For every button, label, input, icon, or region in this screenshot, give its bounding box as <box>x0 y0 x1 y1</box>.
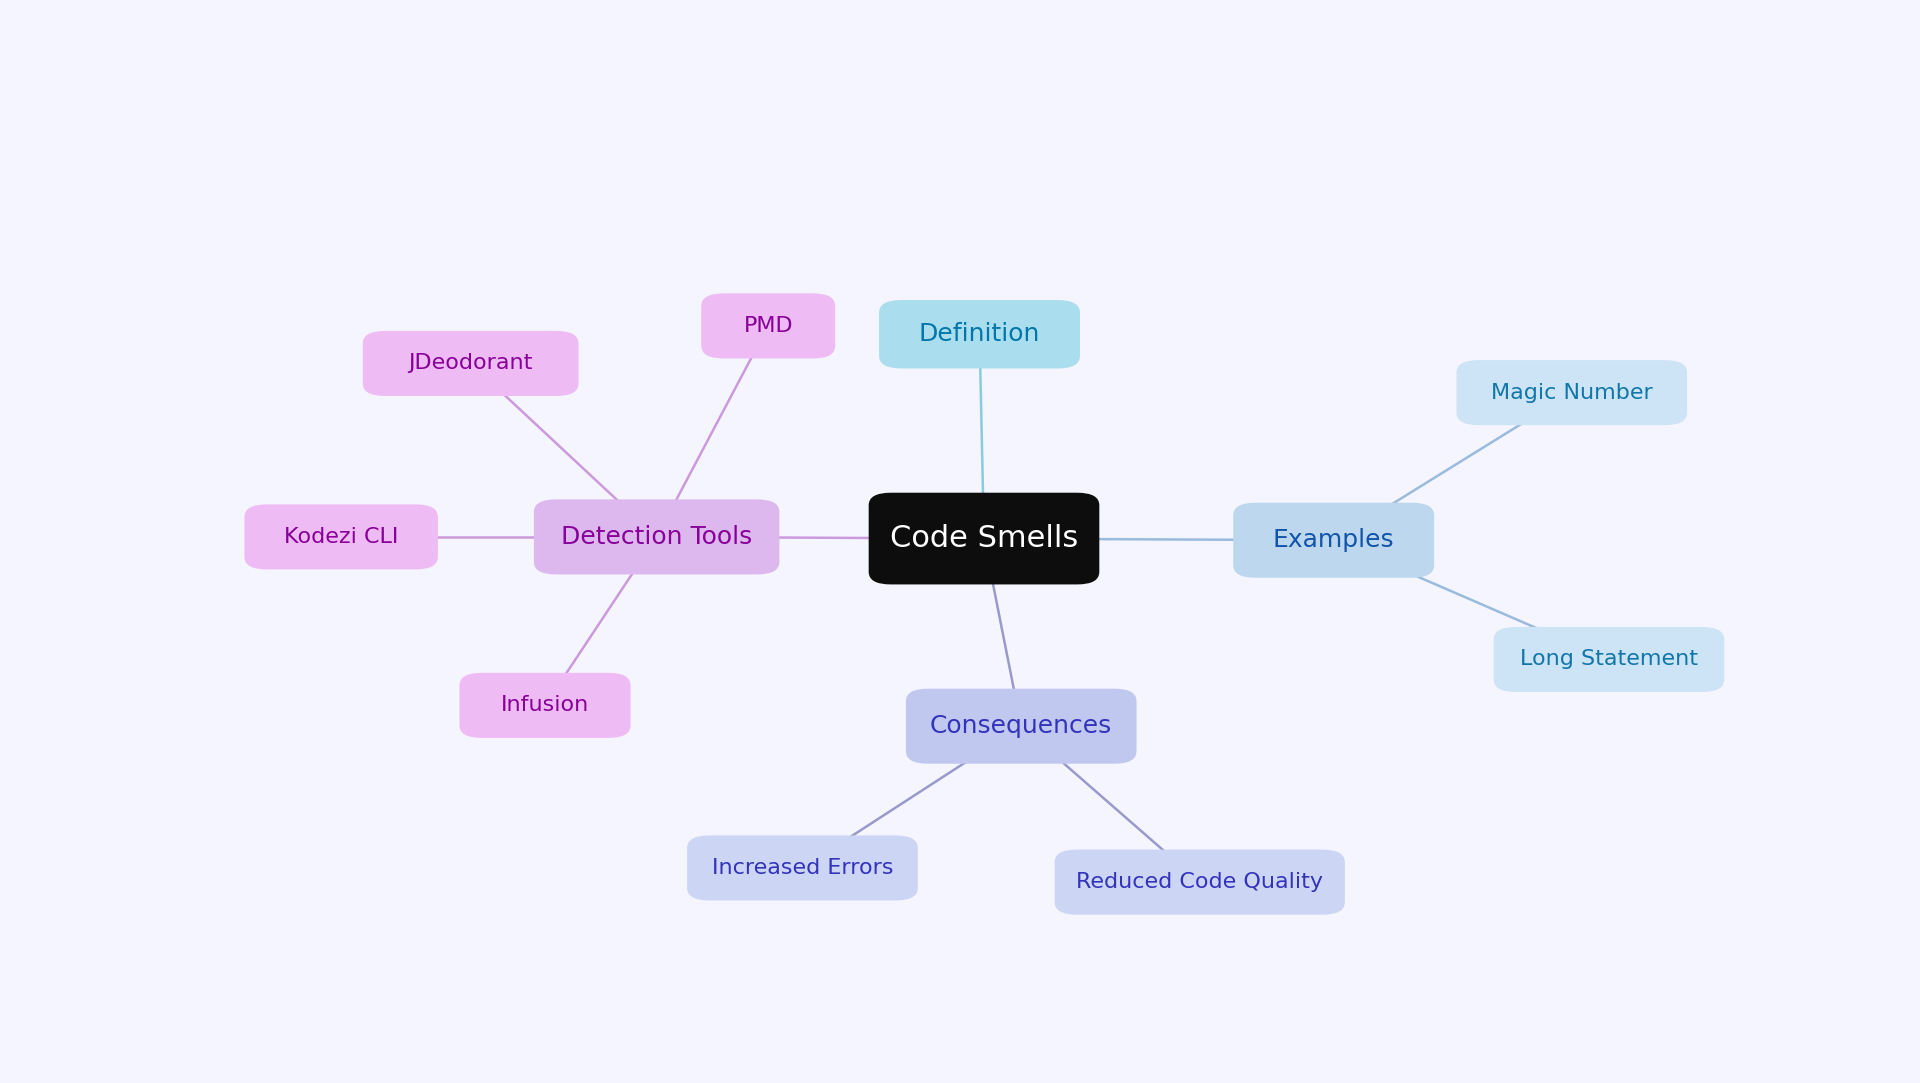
FancyBboxPatch shape <box>1457 361 1688 426</box>
FancyBboxPatch shape <box>868 493 1100 585</box>
FancyBboxPatch shape <box>1494 627 1724 692</box>
Text: Examples: Examples <box>1273 529 1394 552</box>
FancyBboxPatch shape <box>534 499 780 574</box>
FancyBboxPatch shape <box>459 673 630 738</box>
FancyBboxPatch shape <box>879 300 1079 368</box>
FancyBboxPatch shape <box>1054 850 1344 915</box>
Text: Magic Number: Magic Number <box>1492 382 1653 403</box>
Text: Reduced Code Quality: Reduced Code Quality <box>1077 872 1323 892</box>
Text: Consequences: Consequences <box>929 714 1112 739</box>
FancyBboxPatch shape <box>1233 503 1434 577</box>
Text: PMD: PMD <box>743 316 793 336</box>
Text: Code Smells: Code Smells <box>889 524 1079 553</box>
FancyBboxPatch shape <box>244 505 438 570</box>
Text: JDeodorant: JDeodorant <box>409 353 534 374</box>
Text: Definition: Definition <box>920 323 1041 347</box>
FancyBboxPatch shape <box>906 689 1137 764</box>
Text: Long Statement: Long Statement <box>1521 650 1697 669</box>
Text: Increased Errors: Increased Errors <box>712 858 893 878</box>
Text: Infusion: Infusion <box>501 695 589 716</box>
FancyBboxPatch shape <box>701 293 835 358</box>
Text: Detection Tools: Detection Tools <box>561 525 753 549</box>
FancyBboxPatch shape <box>687 835 918 900</box>
FancyBboxPatch shape <box>363 331 578 396</box>
Text: Kodezi CLI: Kodezi CLI <box>284 527 397 547</box>
